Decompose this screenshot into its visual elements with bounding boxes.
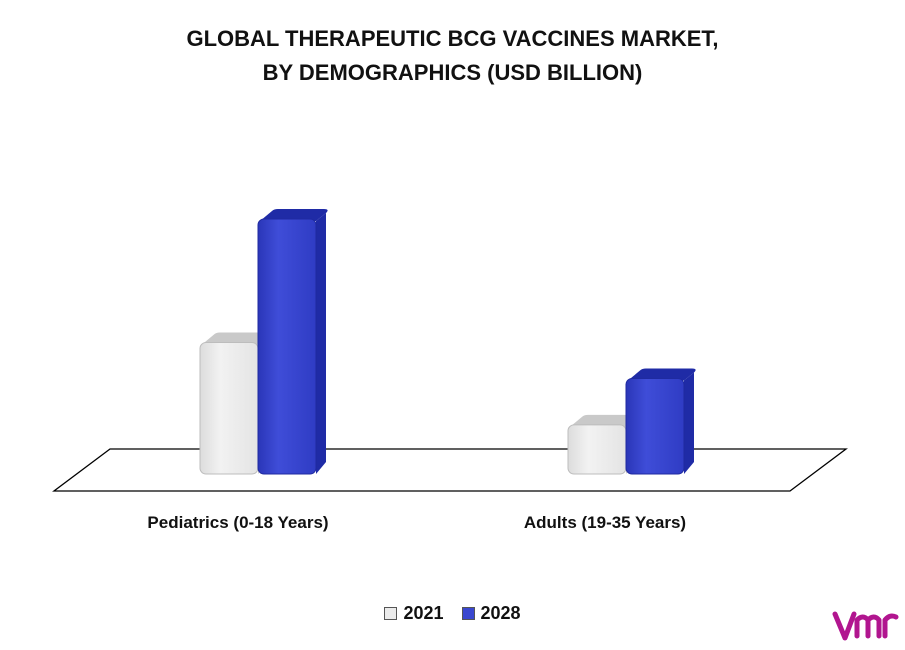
legend-swatch-2021 xyxy=(384,607,398,620)
legend-label-2021: 2021 xyxy=(403,603,444,623)
category-label-adults: Adults (19-35 Years) xyxy=(524,513,686,532)
bar-2021-adults xyxy=(567,414,638,475)
legend-swatch-2028 xyxy=(461,607,475,620)
bar-2028-pediatrics xyxy=(257,209,328,475)
chart-title: GLOBAL THERAPEUTIC BCG VACCINES MARKET, … xyxy=(0,22,905,90)
chart-title-line1: GLOBAL THERAPEUTIC BCG VACCINES MARKET, xyxy=(186,26,719,51)
chart-floor xyxy=(52,448,848,492)
legend-label-2028: 2028 xyxy=(480,603,521,623)
chart-title-line2: BY DEMOGRAPHICS (USD BILLION) xyxy=(262,60,643,85)
vmr-logo-icon xyxy=(832,611,899,641)
category-label-pediatrics: Pediatrics (0-18 Years) xyxy=(147,513,328,532)
legend-item-2021: 2021 xyxy=(384,603,444,624)
bar-chart: Pediatrics (0-18 Years) Adults (19-35 Yea… xyxy=(52,209,848,532)
bar-2028-adults xyxy=(625,368,696,475)
legend-item-2028: 2028 xyxy=(461,603,521,624)
legend: 2021 2028 xyxy=(0,603,905,624)
